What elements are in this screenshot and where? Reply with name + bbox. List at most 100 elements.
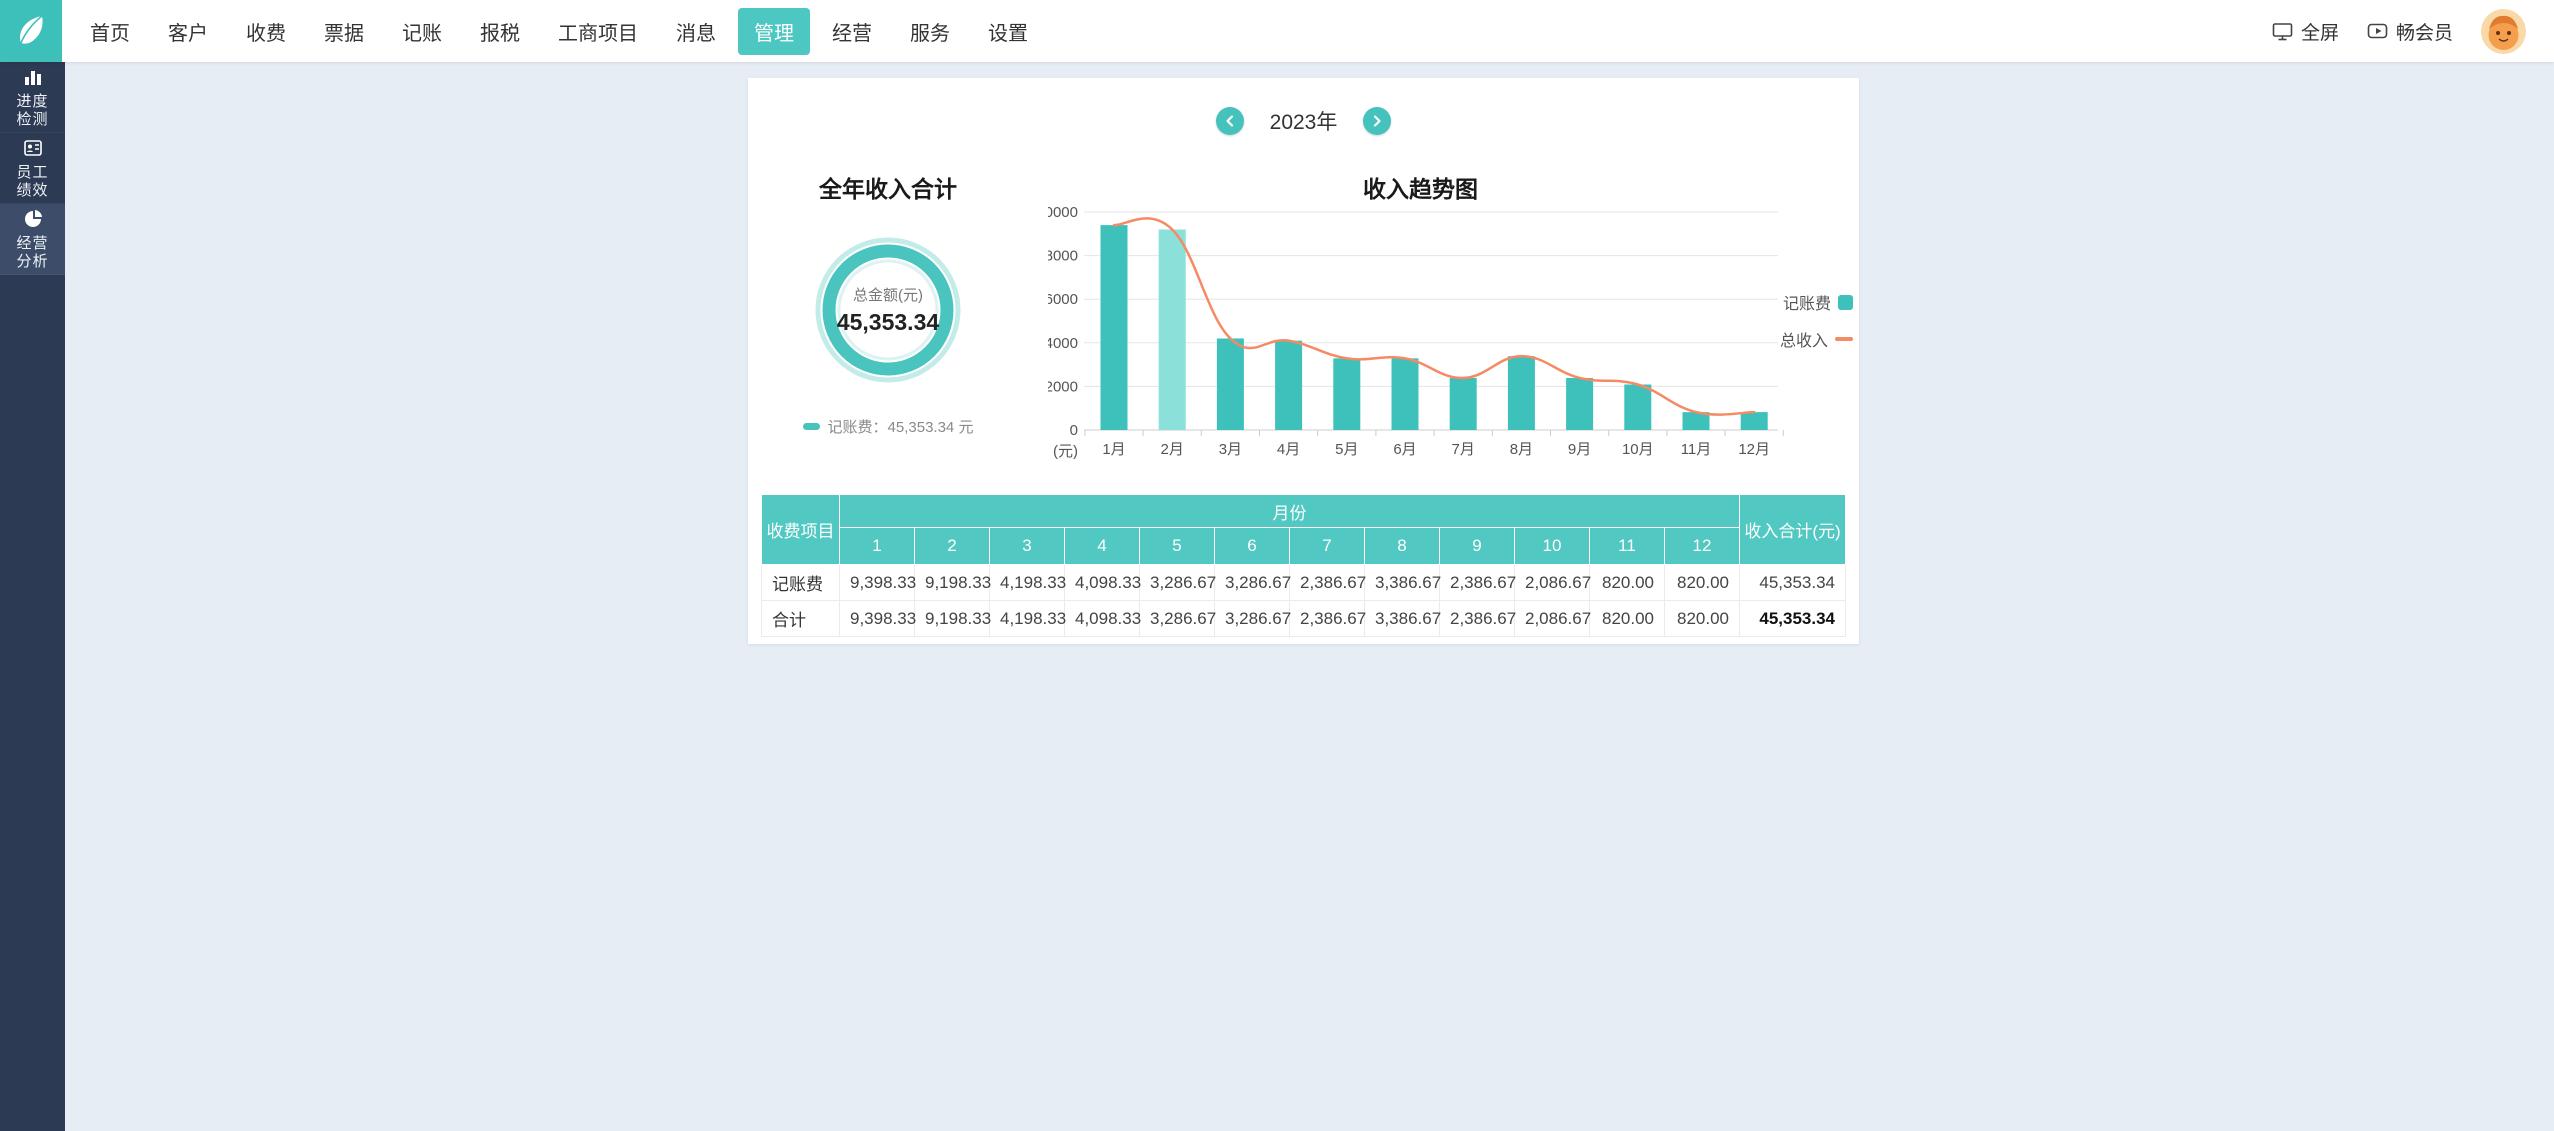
- row-total: 45,353.34: [1739, 600, 1846, 637]
- year-nav: 2023年: [748, 106, 1859, 136]
- total-income-line: [1112, 217, 1756, 416]
- svg-text:9月: 9月: [1568, 441, 1591, 458]
- donut-total-value: 45,353.34: [836, 309, 940, 335]
- fullscreen-icon: [2272, 22, 2293, 40]
- svg-text:2月: 2月: [1161, 441, 1184, 458]
- chart-legend-item-bookkeeping-fee[interactable]: 记账费: [1783, 290, 1853, 314]
- col-header-total: 收入合计(元): [1739, 494, 1846, 565]
- bar-5月: [1333, 358, 1361, 430]
- table-cell: 2,386.67: [1289, 564, 1366, 601]
- legend-marker-icon: [1835, 337, 1853, 341]
- svg-text:10000: 10000: [1048, 204, 1078, 221]
- chart-legend: 记账费 总收入: [1780, 290, 1853, 351]
- svg-text:8月: 8月: [1510, 441, 1533, 458]
- avatar-image: [2481, 8, 2526, 54]
- income-table: 收费项目 月份 收入合计(元) 1 2 3 4 5 6 7 8 9 10 11 12 记账费 9,398.33 9…: [761, 494, 1846, 637]
- col-header-month-group: 月份: [839, 494, 1740, 528]
- svg-text:12月: 12月: [1738, 441, 1770, 458]
- nav-item-operations[interactable]: 经营: [832, 22, 872, 45]
- member-button[interactable]: 畅会员: [2367, 18, 2453, 45]
- nav-item-bookkeeping[interactable]: 记账: [402, 22, 442, 45]
- table-cell: 2,086.67: [1514, 600, 1591, 637]
- nav-item-fees[interactable]: 收费: [246, 22, 286, 45]
- pie-chart-icon: [22, 208, 44, 230]
- year-label: 2023年: [1269, 111, 1338, 134]
- chart-legend-item-total-income[interactable]: 总收入: [1780, 327, 1853, 351]
- fullscreen-button[interactable]: 全屏: [2272, 18, 2339, 45]
- bar-10月: [1624, 384, 1652, 430]
- nav-item-management[interactable]: 管理: [738, 7, 810, 55]
- col-header-month-10: 10: [1514, 527, 1590, 565]
- sidebar-item-staff-performance[interactable]: 员工 绩效: [0, 133, 65, 204]
- nav-item-settings[interactable]: 设置: [988, 22, 1028, 45]
- income-table-wrap: 收费项目 月份 收入合计(元) 1 2 3 4 5 6 7 8 9 10 11 12 记账费 9,398.33 9…: [761, 494, 1846, 637]
- member-label: 畅会员: [2395, 22, 2453, 44]
- col-header-month-1: 1: [839, 527, 915, 565]
- col-header-month-8: 8: [1364, 527, 1440, 565]
- svg-text:5月: 5月: [1335, 441, 1358, 458]
- bar-chart-icon: [22, 66, 44, 88]
- bar-8月: [1507, 356, 1535, 430]
- nav-item-tax[interactable]: 报税: [480, 22, 520, 45]
- trend-title: 收入趋势图: [1363, 176, 1478, 202]
- row-label: 合计: [761, 600, 840, 637]
- svg-text:10月: 10月: [1622, 441, 1654, 458]
- bar-12月: [1740, 412, 1768, 430]
- sidebar-item-business-analysis[interactable]: 经营 分析: [0, 204, 65, 275]
- bar-2月: [1158, 229, 1186, 430]
- table-cell: 2,386.67: [1439, 600, 1516, 637]
- next-year-button[interactable]: [1363, 107, 1392, 135]
- donut-legend[interactable]: 记账费：45,353.34 元: [748, 416, 1028, 437]
- table-cell: 3,286.67: [1139, 564, 1216, 601]
- svg-text:4000: 4000: [1048, 335, 1078, 352]
- nav-item-home[interactable]: 首页: [90, 22, 130, 45]
- col-header-month-12: 12: [1664, 527, 1740, 565]
- donut-ring: [815, 237, 961, 383]
- income-donut: 总金额(元) 45,353.34: [808, 230, 968, 390]
- table-cell: 3,286.67: [1214, 600, 1291, 637]
- table-cell: 3,386.67: [1364, 564, 1441, 601]
- donut-legend-text: 记账费：45,353.34 元: [827, 419, 974, 436]
- bar-9月: [1566, 377, 1594, 430]
- chart-legend-label: 总收入: [1779, 333, 1828, 350]
- col-header-item: 收费项目: [761, 494, 840, 565]
- chart-legend-label: 记账费: [1782, 296, 1831, 313]
- col-header-month-7: 7: [1289, 527, 1365, 565]
- sidebar-item-label: 经营 分析: [16, 234, 49, 270]
- svg-text:6000: 6000: [1048, 291, 1078, 308]
- col-header-month-2: 2: [914, 527, 990, 565]
- nav-item-services[interactable]: 服务: [910, 22, 950, 45]
- table-cell: 2,386.67: [1289, 600, 1366, 637]
- nav-item-messages[interactable]: 消息: [676, 22, 716, 45]
- col-header-month-5: 5: [1139, 527, 1215, 565]
- user-avatar[interactable]: [2481, 8, 2526, 54]
- sidebar-item-progress-check[interactable]: 进度 检测: [0, 62, 65, 133]
- nav-item-bills[interactable]: 票据: [324, 22, 364, 45]
- svg-text:1月: 1月: [1102, 441, 1125, 458]
- col-header-month-6: 6: [1214, 527, 1290, 565]
- nav-item-business-projects[interactable]: 工商项目: [558, 22, 638, 45]
- nav-item-customers[interactable]: 客户: [168, 22, 208, 45]
- trend-chart: 0 2000 4000 6000 8000 10000 (元) 1月 2月 3月 4月 5月 6月 7月 8…: [1048, 198, 1793, 470]
- table-cell: 4,198.33: [989, 600, 1066, 637]
- bar-1月: [1100, 225, 1128, 430]
- dashboard-card: 2023年 全年收入合计 总金额(元) 45,353.34 记账费：45,353…: [748, 78, 1859, 644]
- table-row-total: 合计 9,398.33 9,198.33 4,198.33 4,098.33 3,286.…: [761, 600, 1846, 637]
- col-header-month-3: 3: [989, 527, 1065, 565]
- table-cell: 9,198.33: [914, 564, 991, 601]
- table-cell: 3,286.67: [1214, 564, 1291, 601]
- svg-text:8000: 8000: [1048, 248, 1078, 265]
- app-logo[interactable]: [0, 0, 62, 62]
- fullscreen-label: 全屏: [2300, 22, 2339, 44]
- svg-text:7月: 7月: [1452, 441, 1475, 458]
- svg-text:6月: 6月: [1393, 441, 1416, 458]
- table-cell: 2,386.67: [1439, 564, 1516, 601]
- top-nav: 首页 客户 收费 票据 记账 报税 工商项目 消息 管理 经营 服务 设置: [74, 7, 1044, 55]
- table-cell: 3,286.67: [1139, 600, 1216, 637]
- table-cell: 9,398.33: [839, 564, 916, 601]
- chevron-left-icon: [1226, 115, 1233, 127]
- prev-year-button[interactable]: [1215, 107, 1244, 135]
- row-label: 记账费: [761, 564, 840, 601]
- sidebar-item-label: 进度 检测: [16, 92, 49, 128]
- table-cell: 820.00: [1589, 600, 1665, 637]
